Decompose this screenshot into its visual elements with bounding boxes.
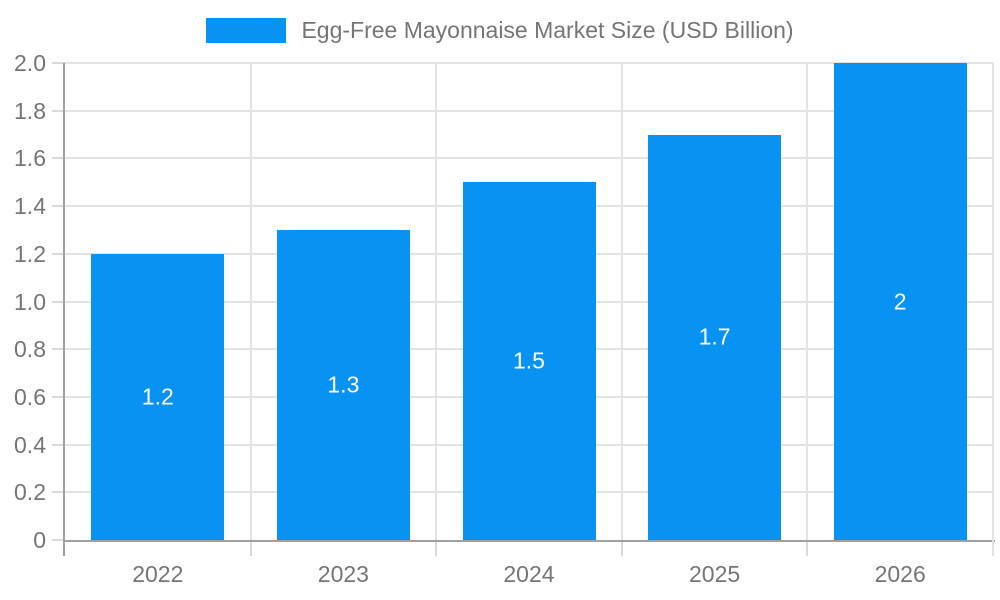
bar-2022: 1.2 — [91, 253, 225, 540]
x-axis-label: 2025 — [689, 561, 741, 587]
h-gridline — [65, 157, 993, 160]
v-gridline — [249, 63, 252, 540]
v-gridline — [435, 63, 438, 540]
x-tick — [620, 540, 623, 556]
bar-2025: 1.7 — [648, 134, 782, 540]
legend-label: Egg-Free Mayonnaise Market Size (USD Bil… — [301, 17, 794, 43]
legend-swatch-icon — [206, 17, 287, 43]
x-axis-label: 2022 — [132, 561, 184, 587]
y-tick — [52, 348, 65, 351]
y-axis-label: 2.0 — [14, 50, 46, 76]
y-tick — [52, 157, 65, 160]
y-axis-label: 1.2 — [14, 240, 46, 267]
y-axis-label: 0.8 — [14, 336, 46, 363]
y-tick — [52, 300, 65, 303]
x-tick — [435, 540, 438, 556]
x-axis-label: 2023 — [317, 561, 369, 587]
v-gridline — [806, 63, 809, 540]
y-axis-label: 1.4 — [14, 193, 46, 220]
y-tick — [52, 539, 65, 541]
y-tick — [52, 205, 65, 208]
y-tick — [52, 62, 65, 64]
y-tick — [52, 252, 65, 255]
bar-2023: 1.3 — [276, 229, 410, 540]
y-axis-label: 1.0 — [14, 288, 46, 315]
bar-value-label: 2 — [893, 288, 907, 314]
bar-value-label: 1.2 — [141, 383, 174, 410]
y-axis-label: 0 — [33, 527, 46, 553]
y-tick — [52, 109, 65, 112]
bar-value-label: 1.3 — [327, 371, 360, 398]
legend[interactable]: Egg-Free Mayonnaise Market Size (USD Bil… — [0, 17, 1000, 43]
y-tick — [52, 491, 65, 494]
plot-right-border — [992, 63, 994, 556]
h-gridline — [65, 62, 993, 64]
bar-value-label: 1.5 — [513, 347, 545, 374]
v-gridline — [620, 63, 623, 540]
y-tick — [52, 443, 65, 446]
x-axis-label: 2024 — [503, 561, 555, 587]
y-axis-label: 0.2 — [14, 479, 46, 506]
x-axis-label: 2026 — [874, 561, 926, 587]
x-tick — [806, 540, 809, 556]
x-axis-line — [63, 540, 995, 542]
y-axis-label: 1.6 — [14, 145, 46, 172]
y-tick — [52, 395, 65, 398]
y-axis-label: 0.4 — [14, 431, 46, 458]
y-axis-line — [63, 63, 65, 556]
bar-2024: 1.5 — [462, 182, 596, 540]
h-gridline — [65, 109, 993, 112]
y-axis-label: 1.8 — [14, 97, 46, 124]
bar-2026: 2 — [833, 63, 967, 540]
x-tick — [249, 540, 252, 556]
bar-value-label: 1.7 — [698, 323, 731, 350]
y-axis-label: 0.6 — [14, 383, 46, 410]
